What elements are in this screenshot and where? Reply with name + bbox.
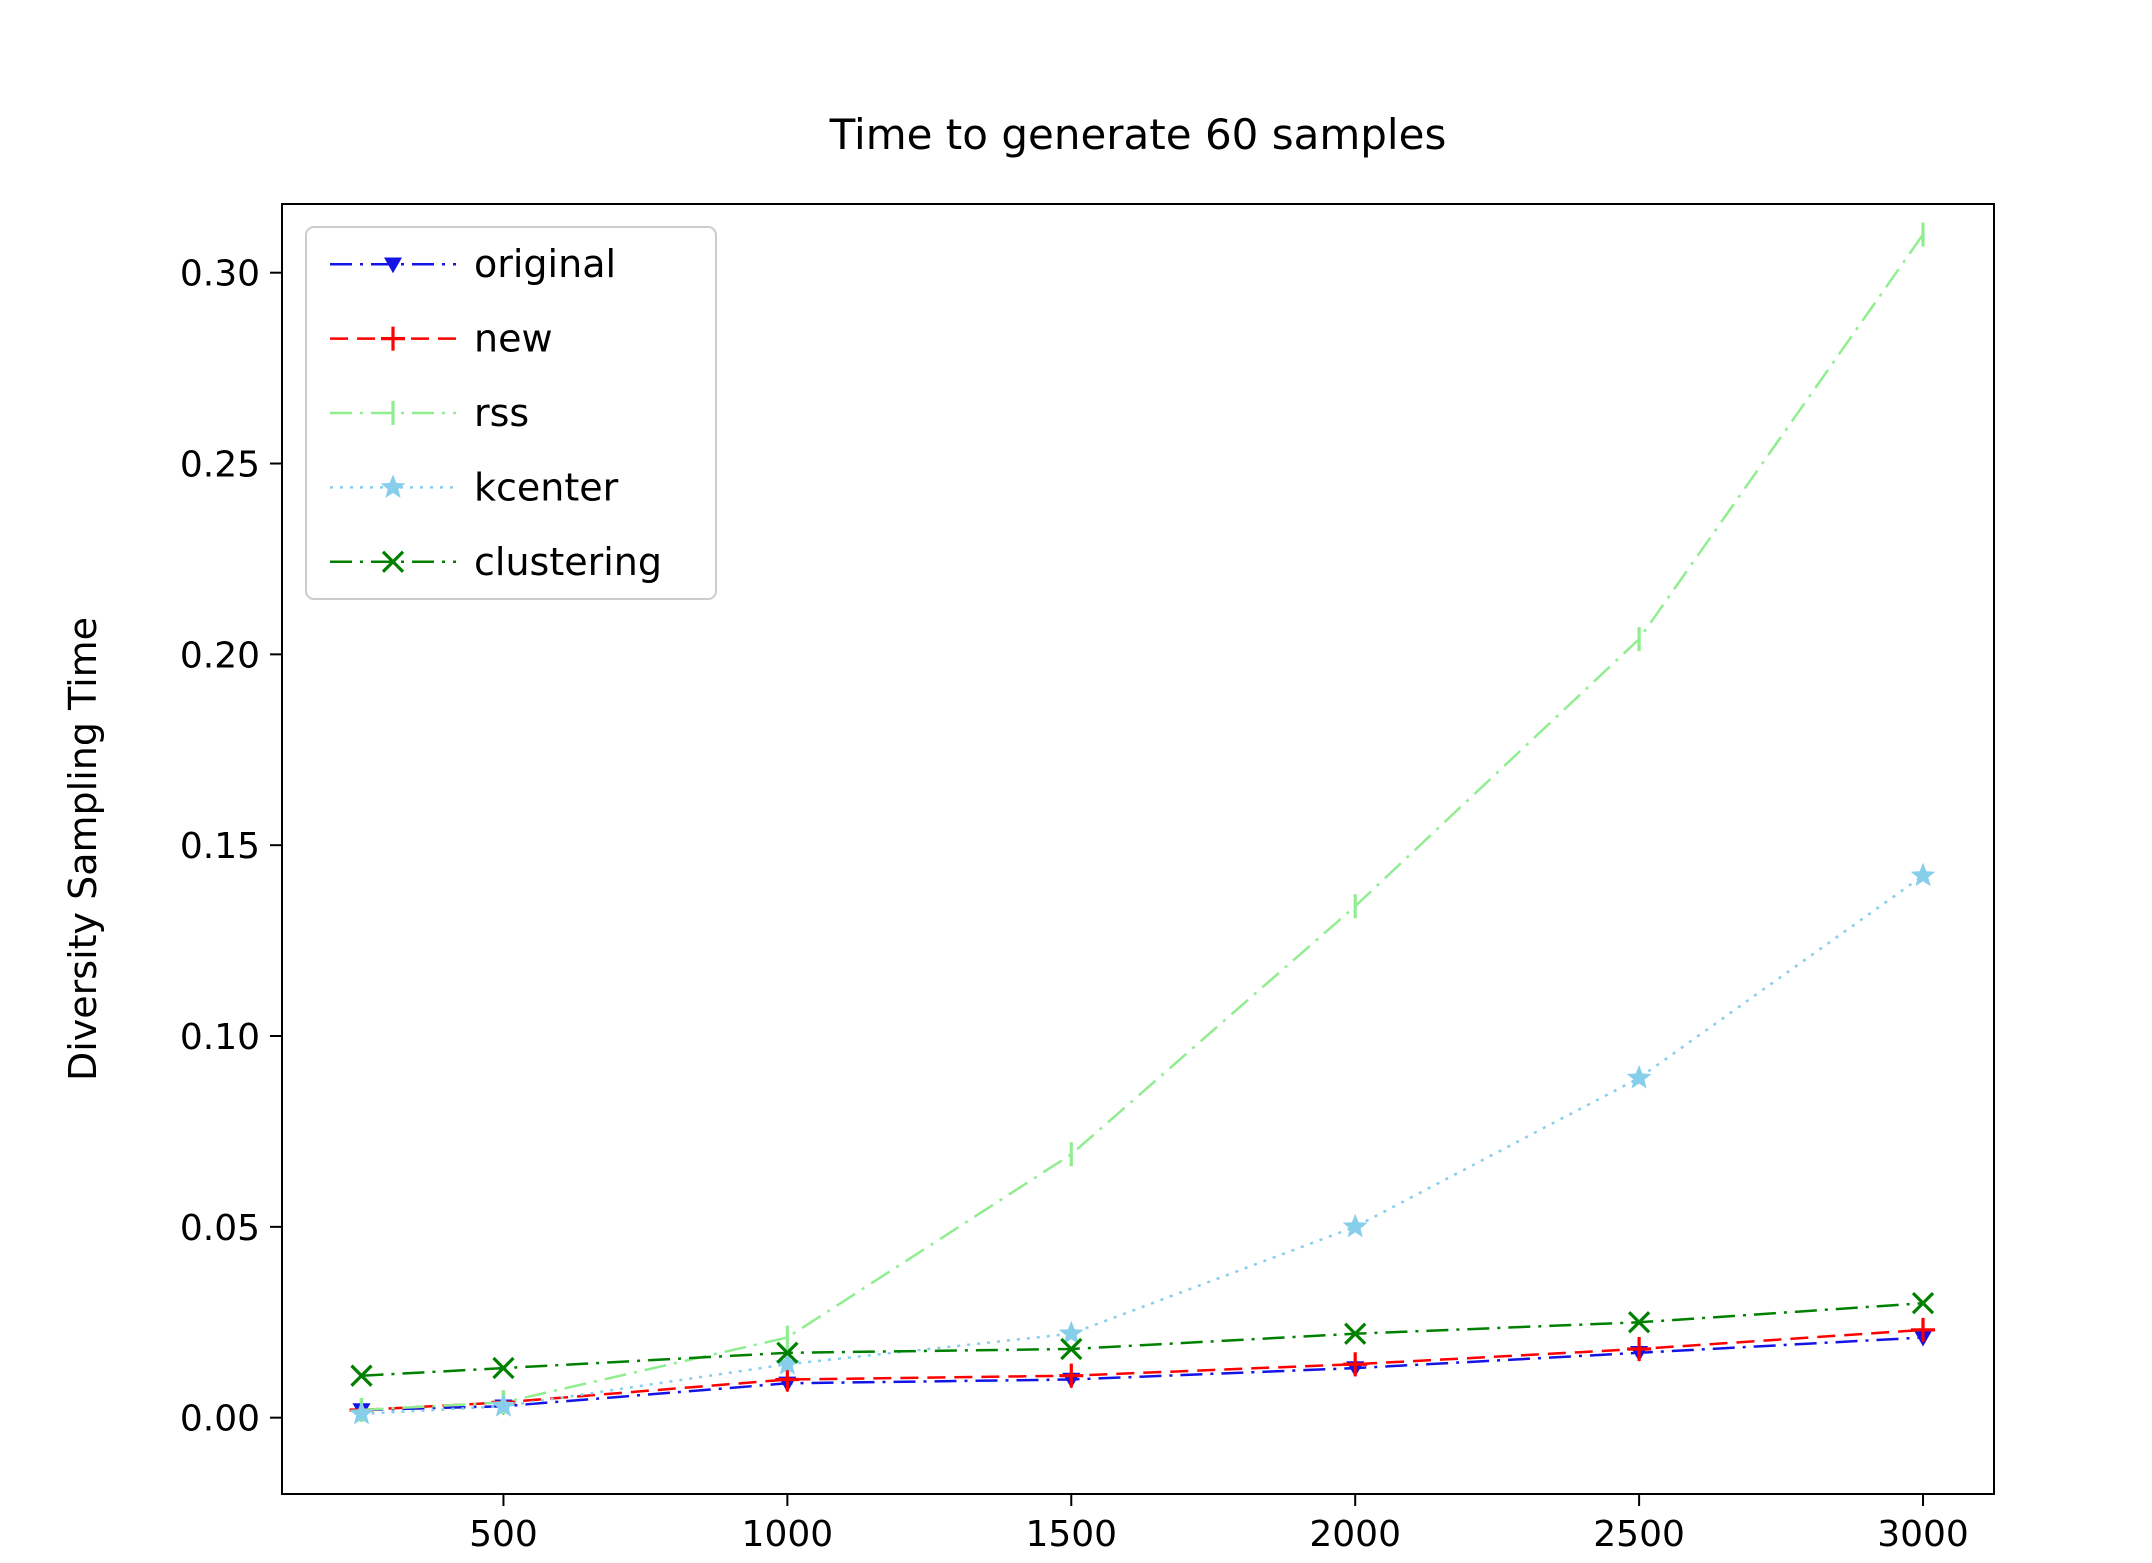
- x-marker: [776, 1341, 799, 1364]
- legend-label: new: [474, 317, 553, 361]
- y-tick-label: 0.30: [180, 254, 260, 295]
- x-axis-ticks: 500 1000 1500 2000 2500 3000: [469, 1494, 1969, 1555]
- x-tick-label: 1000: [742, 1514, 834, 1555]
- x-tick-label: 2500: [1593, 1514, 1685, 1555]
- x-marker: [1344, 1322, 1367, 1345]
- legend-item-new: new: [330, 317, 553, 361]
- x-marker: [1911, 1292, 1935, 1315]
- legend-item-rss: rss: [330, 391, 529, 435]
- x-marker: [1060, 1337, 1083, 1361]
- legend-label: original: [474, 242, 616, 286]
- series-line: [361, 874, 1924, 1416]
- y-tick-label: 0.00: [180, 1399, 260, 1440]
- plus-marker: [775, 1367, 800, 1392]
- star-marker: [1058, 1320, 1084, 1345]
- plus-marker: [1911, 1317, 1936, 1342]
- star-marker: [349, 1400, 374, 1425]
- chart-title: Time to generate 60 samples: [829, 110, 1447, 159]
- legend-item-original: original: [330, 242, 616, 286]
- star-marker: [491, 1393, 516, 1417]
- triangle-down-marker: [384, 257, 402, 274]
- legend-label: kcenter: [474, 465, 619, 509]
- y-tick-label: 0.05: [180, 1208, 260, 1249]
- y-tick-label: 0.10: [180, 1017, 260, 1058]
- legend: original new rss kcenter clustering: [305, 226, 717, 600]
- y-tick-label: 0.15: [180, 826, 260, 867]
- y-axis-label: Diversity Sampling Time: [61, 616, 105, 1082]
- x-tick-label: 3000: [1877, 1514, 1969, 1555]
- x-marker: [1627, 1311, 1651, 1334]
- legend-box: [305, 226, 717, 600]
- legend-item-clustering: clustering: [330, 540, 662, 584]
- star-marker: [1626, 1065, 1652, 1089]
- x-tick-label: 500: [469, 1514, 538, 1555]
- x-marker: [381, 550, 405, 573]
- x-tick-label: 1500: [1025, 1514, 1117, 1555]
- plus-marker: [1343, 1352, 1368, 1377]
- series-line: [361, 1328, 1924, 1412]
- x-marker: [492, 1356, 515, 1380]
- legend-item-kcenter: kcenter: [330, 465, 619, 509]
- plus-marker: [381, 326, 405, 351]
- y-tick-label: 0.25: [180, 445, 260, 486]
- axes-box: [281, 203, 1995, 1495]
- star-marker: [775, 1351, 800, 1375]
- series-line: [361, 1336, 1924, 1412]
- x-marker: [350, 1364, 373, 1387]
- y-axis-ticks: 0.00 0.05 0.10 0.15 0.20 0.25 0.30: [180, 254, 282, 1440]
- star-marker: [1342, 1213, 1368, 1238]
- series-clustering: [350, 1292, 1935, 1387]
- x-tick-label: 2000: [1309, 1514, 1401, 1555]
- series-kcenter: [349, 862, 1936, 1425]
- series-new: [349, 1317, 1936, 1423]
- star-marker: [380, 474, 406, 498]
- legend-label: rss: [474, 391, 529, 435]
- series-line: [361, 1301, 1924, 1377]
- legend-label: clustering: [474, 540, 662, 584]
- plus-marker: [1627, 1336, 1652, 1361]
- y-tick-label: 0.20: [180, 635, 260, 676]
- plus-marker: [1059, 1363, 1084, 1388]
- star-marker: [1910, 862, 1936, 887]
